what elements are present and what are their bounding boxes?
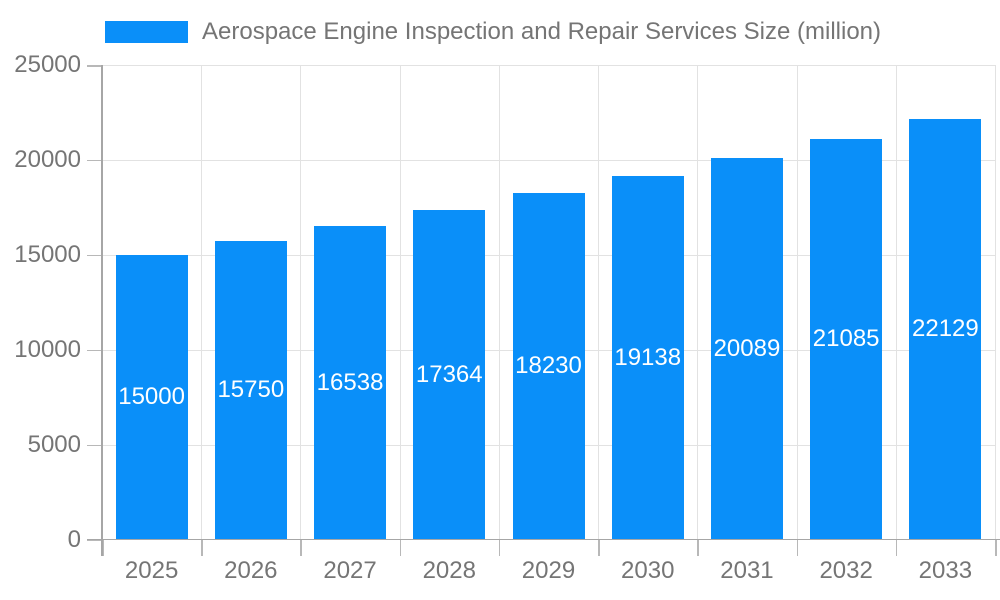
grid-line-vertical — [399, 65, 401, 540]
x-tick-label: 2032 — [819, 557, 873, 584]
y-tick-label: 10000 — [14, 335, 81, 363]
y-tick-label: 20000 — [14, 145, 81, 173]
bar-value-label: 18230 — [515, 352, 582, 380]
bar[interactable] — [115, 254, 188, 540]
grid-line-vertical — [300, 65, 302, 540]
x-axis-tick — [895, 539, 898, 556]
bar-value-label: 22129 — [912, 315, 979, 343]
legend-label: Aerospace Engine Inspection and Repair S… — [202, 18, 882, 45]
bar-value-label: 15000 — [118, 383, 185, 411]
bar[interactable] — [214, 240, 287, 540]
x-tick-label: 2026 — [224, 557, 278, 584]
x-tick-label: 2027 — [323, 557, 377, 584]
bar[interactable] — [710, 158, 783, 540]
y-axis-tick — [87, 65, 102, 67]
x-axis-tick — [201, 539, 203, 556]
bar-value-label: 20089 — [713, 334, 781, 362]
x-axis-tick — [399, 539, 402, 556]
x-tick-label: 2031 — [720, 557, 774, 584]
grid-line-vertical — [895, 65, 897, 540]
x-tick-label: 2033 — [918, 557, 973, 584]
bar[interactable] — [810, 139, 883, 540]
chart-legend[interactable]: Aerospace Engine Inspection and Repair S… — [105, 18, 882, 45]
bar-value-label: 16538 — [316, 368, 384, 396]
x-axis-tick — [102, 539, 104, 556]
y-tick-label: 15000 — [14, 240, 81, 268]
grid-line-vertical — [796, 65, 798, 540]
y-axis-line — [101, 65, 103, 556]
grid-line-horizontal — [102, 159, 995, 161]
grid-line-vertical — [995, 65, 996, 540]
bar[interactable] — [611, 176, 684, 540]
x-tick-label: 2025 — [124, 557, 179, 584]
grid-line-vertical — [201, 65, 203, 540]
x-axis-tick — [300, 539, 302, 556]
bar-value-label: 17364 — [415, 360, 483, 388]
x-tick-label: 2030 — [621, 557, 675, 584]
grid-line-vertical — [498, 65, 500, 540]
bar[interactable] — [512, 193, 585, 540]
bar-value-label: 19138 — [614, 343, 682, 371]
y-axis-tick — [87, 444, 102, 447]
x-axis-tick — [995, 539, 997, 556]
bar[interactable] — [413, 209, 486, 540]
grid-line-vertical — [697, 65, 699, 540]
legend-swatch-icon — [105, 21, 188, 43]
y-axis-tick — [87, 254, 102, 257]
grid-line-vertical — [598, 65, 600, 540]
bar-value-label: 15750 — [217, 376, 285, 404]
x-axis-tick — [498, 539, 501, 556]
bar[interactable] — [909, 119, 982, 540]
y-axis-tick — [87, 539, 102, 541]
x-axis-tick — [697, 539, 699, 556]
x-axis-tick — [598, 539, 600, 556]
x-tick-label: 2028 — [422, 557, 476, 584]
x-axis-tick — [796, 539, 799, 556]
y-axis-tick — [87, 349, 102, 352]
bar-value-label: 21085 — [812, 325, 880, 353]
grid-line-horizontal — [102, 65, 995, 66]
bar[interactable] — [314, 225, 387, 540]
y-tick-label: 25000 — [14, 51, 81, 78]
x-tick-label: 2029 — [521, 557, 576, 584]
y-tick-label: 0 — [67, 525, 81, 553]
y-axis-tick — [87, 159, 102, 162]
y-tick-label: 5000 — [27, 430, 81, 458]
